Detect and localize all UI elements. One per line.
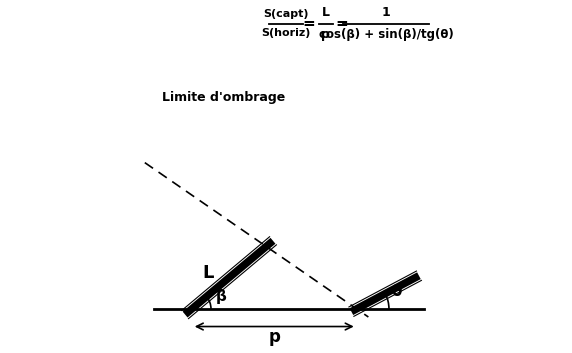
Text: S(horiz): S(horiz) xyxy=(261,28,311,38)
Text: L: L xyxy=(321,6,329,19)
Text: θ: θ xyxy=(391,284,402,299)
Text: p: p xyxy=(268,328,280,346)
Text: S(capt): S(capt) xyxy=(263,10,309,19)
Text: =: = xyxy=(303,16,315,31)
Text: 1: 1 xyxy=(382,6,391,19)
Text: cos(β) + sin(β)/tg(θ): cos(β) + sin(β)/tg(θ) xyxy=(319,28,454,41)
Text: =: = xyxy=(336,16,348,31)
Text: L: L xyxy=(202,264,214,282)
Text: p: p xyxy=(321,28,330,41)
Text: Limite d'ombrage: Limite d'ombrage xyxy=(162,91,285,103)
Text: β: β xyxy=(216,289,227,304)
